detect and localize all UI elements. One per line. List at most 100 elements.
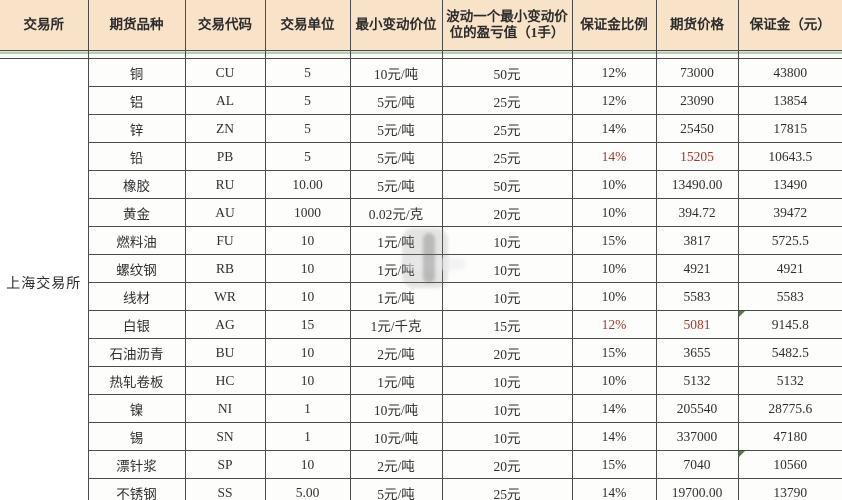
cell-code: SS bbox=[184, 478, 266, 500]
cell-margin: 9145.8 bbox=[737, 310, 842, 339]
cell-min-tick: 5元/吨 bbox=[349, 478, 443, 500]
cell-code: SP bbox=[184, 450, 266, 479]
table-row: 黄金 AU 1000 0.02元/克 20元 10% 394.72 39472 bbox=[0, 198, 842, 227]
cell-variety: 不锈钢 bbox=[88, 478, 186, 500]
cell-unit: 5 bbox=[264, 86, 351, 115]
header-row: 交易所 期货品种 交易代码 交易单位 最小变动价位 波动一个最小变动价位的盈亏值… bbox=[0, 0, 842, 51]
cell-margin-ratio: 14% bbox=[571, 478, 657, 500]
cell-tick-pnl: 10元 bbox=[441, 422, 573, 451]
cell-margin-ratio: 10% bbox=[571, 170, 657, 199]
cell-price: 23090 bbox=[655, 86, 739, 115]
cell-variety: 白银 bbox=[88, 310, 186, 339]
table-body: 上海交易所铜 CU 5 10元/吨 50元 12% 73000 43800 铝 AL 5 5元/吨 25… bbox=[0, 50, 842, 500]
cell-tick-pnl: 25元 bbox=[441, 114, 573, 143]
cell-margin: 4921 bbox=[737, 254, 842, 283]
cell-variety: 线材 bbox=[88, 282, 186, 311]
cell-code: AG bbox=[184, 310, 266, 339]
cell-margin-ratio: 10% bbox=[571, 254, 657, 283]
header-margin-ratio: 保证金比例 bbox=[571, 0, 657, 51]
table-row: 螺纹钢 RB 10 1元/吨 10元 10% 4921 4921 bbox=[0, 254, 842, 283]
table-row: 锡 SN 1 10元/吨 10元 14% 337000 47180 bbox=[0, 422, 842, 451]
cell-margin: 10643.5 bbox=[737, 142, 842, 171]
cell-margin: 5725.5 bbox=[737, 226, 842, 255]
cell-min-tick: 5元/吨 bbox=[349, 142, 443, 171]
cell-unit: 10.00 bbox=[264, 170, 351, 199]
cell-price: 13490.00 bbox=[655, 170, 739, 199]
cell-tick-pnl: 10元 bbox=[441, 254, 573, 283]
cell-margin: 13790 bbox=[737, 478, 842, 500]
cell-margin: 39472 bbox=[737, 198, 842, 227]
cell-tick-pnl: 25元 bbox=[441, 478, 573, 500]
cell-unit: 10 bbox=[264, 366, 351, 395]
cell-margin-ratio: 10% bbox=[571, 198, 657, 227]
cell-unit: 5 bbox=[264, 142, 351, 171]
cell-unit: 10 bbox=[264, 338, 351, 367]
cell-margin: 13490 bbox=[737, 170, 842, 199]
cell-code: AU bbox=[184, 198, 266, 227]
cell-margin: 28775.6 bbox=[737, 394, 842, 423]
cell-min-tick: 10元/吨 bbox=[349, 422, 443, 451]
cell-code: HC bbox=[184, 366, 266, 395]
cell-min-tick: 10元/吨 bbox=[349, 58, 443, 87]
cell-variety: 镍 bbox=[88, 394, 186, 423]
cell-unit: 1 bbox=[264, 394, 351, 423]
cell-unit: 1000 bbox=[264, 198, 351, 227]
cell-price: 5583 bbox=[655, 282, 739, 311]
table-header: 交易所 期货品种 交易代码 交易单位 最小变动价位 波动一个最小变动价位的盈亏值… bbox=[0, 0, 842, 51]
table-row: 石油沥青 BU 10 2元/吨 20元 15% 3655 5482.5 bbox=[0, 338, 842, 367]
cell-price: 3817 bbox=[655, 226, 739, 255]
cell-tick-pnl: 20元 bbox=[441, 198, 573, 227]
cell-unit: 5 bbox=[264, 114, 351, 143]
cell-margin: 47180 bbox=[737, 422, 842, 451]
cell-tick-pnl: 20元 bbox=[441, 338, 573, 367]
header-price: 期货价格 bbox=[655, 0, 739, 51]
cell-tick-pnl: 20元 bbox=[441, 450, 573, 479]
cell-tick-pnl: 15元 bbox=[441, 310, 573, 339]
cell-margin-ratio: 14% bbox=[571, 394, 657, 423]
cell-min-tick: 5元/吨 bbox=[349, 86, 443, 115]
cell-min-tick: 1元/吨 bbox=[349, 282, 443, 311]
cell-unit: 10 bbox=[264, 282, 351, 311]
cell-code: RB bbox=[184, 254, 266, 283]
cell-price: 73000 bbox=[655, 58, 739, 87]
cell-code: PB bbox=[184, 142, 266, 171]
cell-code: ZN bbox=[184, 114, 266, 143]
table-row: 不锈钢 SS 5.00 5元/吨 25元 14% 19700.00 13790 bbox=[0, 478, 842, 500]
cell-unit: 15 bbox=[264, 310, 351, 339]
cell-margin-ratio: 12% bbox=[571, 310, 657, 339]
cell-margin: 17815 bbox=[737, 114, 842, 143]
cell-margin-ratio: 12% bbox=[571, 58, 657, 87]
cell-price: 15205 bbox=[655, 142, 739, 171]
cell-tick-pnl: 10元 bbox=[441, 282, 573, 311]
cell-min-tick: 1元/吨 bbox=[349, 366, 443, 395]
cell-margin: 5583 bbox=[737, 282, 842, 311]
table-row: 热轧卷板 HC 10 1元/吨 10元 10% 5132 5132 bbox=[0, 366, 842, 395]
cell-variety: 铜 bbox=[87, 58, 186, 87]
cell-unit: 1 bbox=[264, 422, 351, 451]
table-row: 锌 ZN 5 5元/吨 25元 14% 25450 17815 bbox=[0, 114, 842, 143]
cell-min-tick: 10元/吨 bbox=[349, 394, 443, 423]
table-row: 线材 WR 10 1元/吨 10元 10% 5583 5583 bbox=[0, 282, 842, 311]
cell-variety: 锌 bbox=[88, 114, 186, 143]
cell-min-tick: 1元/吨 bbox=[349, 254, 443, 283]
cell-min-tick: 1元/吨 bbox=[349, 226, 443, 255]
cell-unit: 10 bbox=[264, 254, 351, 283]
cell-note-triangle-icon bbox=[739, 451, 745, 457]
cell-variety: 热轧卷板 bbox=[88, 366, 186, 395]
cell-tick-pnl: 10元 bbox=[441, 366, 573, 395]
cell-min-tick: 2元/吨 bbox=[349, 338, 443, 367]
cell-margin-ratio: 12% bbox=[571, 86, 657, 115]
cell-price: 5081 bbox=[655, 310, 739, 339]
cell-code: WR bbox=[184, 282, 266, 311]
table-row: 白银 AG 15 1元/千克 15元 12% 5081 9145.8 bbox=[0, 310, 842, 339]
cell-margin: 10560 bbox=[737, 450, 842, 479]
header-tick-pnl: 波动一个最小变动价位的盈亏值（1手） bbox=[441, 0, 573, 51]
cell-code: BU bbox=[184, 338, 266, 367]
cell-variety: 铅 bbox=[88, 142, 186, 171]
cell-note-triangle-icon bbox=[739, 311, 745, 317]
header-min-tick: 最小变动价位 bbox=[349, 0, 443, 51]
cell-variety: 橡胶 bbox=[88, 170, 186, 199]
cell-variety: 螺纹钢 bbox=[88, 254, 186, 283]
table-row: 上海交易所铜 CU 5 10元/吨 50元 12% 73000 43800 bbox=[0, 58, 842, 500]
